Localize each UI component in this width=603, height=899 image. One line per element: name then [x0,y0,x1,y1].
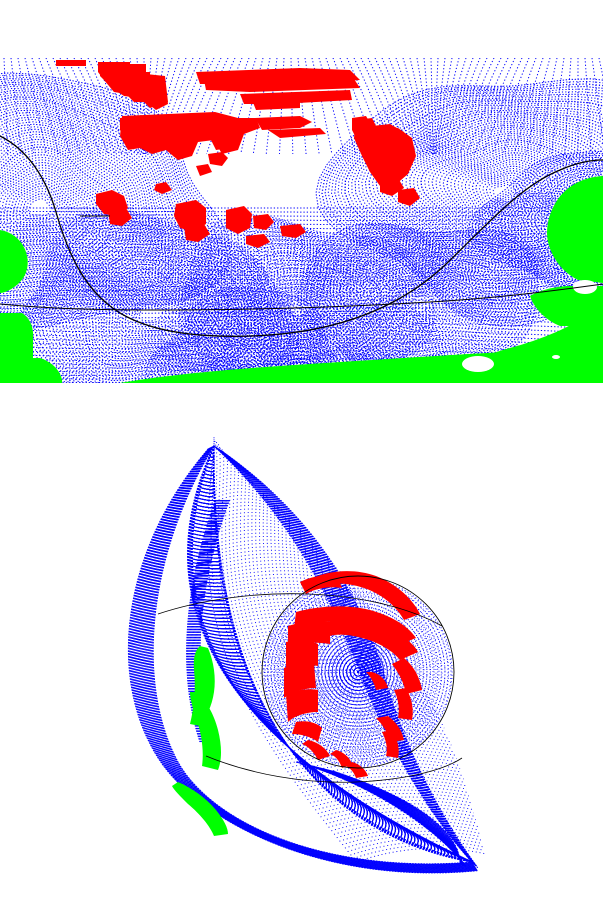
top-panel-green-regions [0,176,603,383]
top-panel-red-landmasses [56,60,420,248]
bottom-panel-perspective-globe-surface [0,430,603,885]
top-panel-green-holes [462,280,597,372]
bottom-panel-green-band [172,646,228,836]
top-panel-overlay-curve [0,135,603,337]
top-panel-equirectangular-field-map [0,58,603,383]
bottom-panel-canvas [0,430,603,885]
bottom-panel-globe-limb-curves [157,575,463,783]
bottom-panel-red-landmasses [284,571,422,778]
top-panel-background [0,58,603,383]
top-panel-canvas [0,58,603,383]
bottom-panel-lens-rim [127,445,479,874]
